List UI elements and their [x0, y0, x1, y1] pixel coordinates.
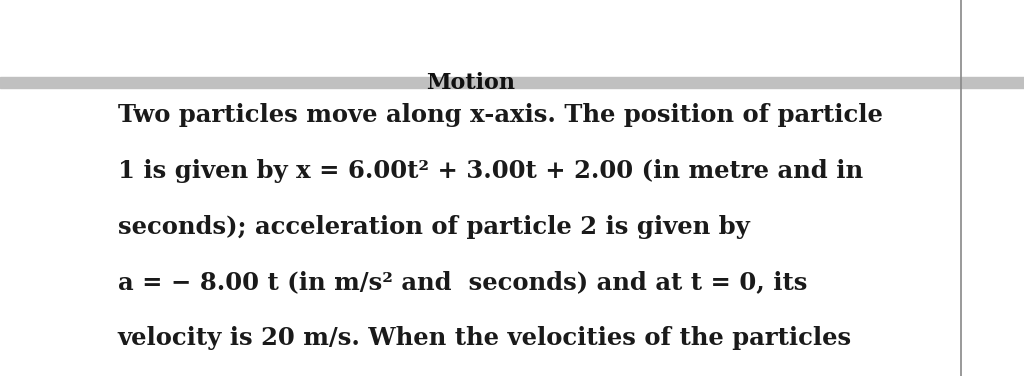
Text: a = − 8.00 t (in m/s² and  seconds) and at t = 0, its: a = − 8.00 t (in m/s² and seconds) and a… [118, 270, 807, 294]
Bar [0, 77, 1024, 88]
Text: velocity is 20 m/s. When the velocities of the particles: velocity is 20 m/s. When the velocities … [118, 326, 852, 350]
Text: seconds); acceleration of particle 2 is given by: seconds); acceleration of particle 2 is … [118, 215, 750, 239]
Text: Motion: Motion [427, 72, 515, 94]
Text: 1 is given by x = 6.00t² + 3.00t + 2.00 (in metre and in: 1 is given by x = 6.00t² + 3.00t + 2.00 … [118, 159, 863, 183]
Text: Two particles move along x-axis. The position of particle: Two particles move along x-axis. The pos… [118, 103, 883, 127]
